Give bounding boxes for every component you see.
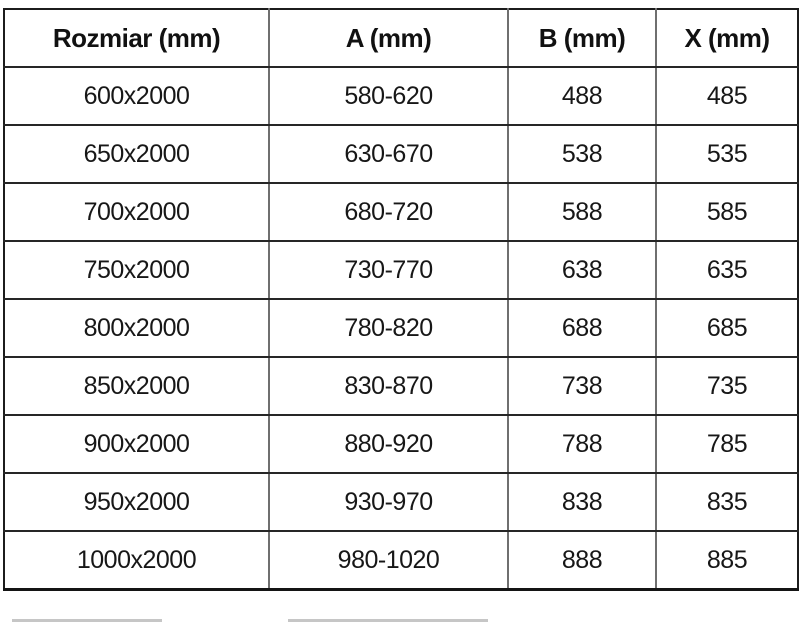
cropped-bottom-artifact: [288, 619, 488, 622]
cell-b-value: 888: [507, 530, 657, 591]
table-row: 600x2000 580-620 488 485: [3, 66, 799, 126]
cell-size: 750x2000: [3, 240, 270, 300]
table-row: 750x2000 730-770 638 635: [3, 240, 799, 300]
column-header-a: A (mm): [268, 8, 509, 68]
table-row: 800x2000 780-820 688 685: [3, 298, 799, 358]
table-row: 650x2000 630-670 538 535: [3, 124, 799, 184]
cell-a-range: 580-620: [268, 66, 509, 126]
cell-a-range: 930-970: [268, 472, 509, 532]
table-row: 700x2000 680-720 588 585: [3, 182, 799, 242]
cell-size: 850x2000: [3, 356, 270, 416]
column-header-x: X (mm): [655, 8, 799, 68]
cell-b-value: 788: [507, 414, 657, 474]
table-row: 950x2000 930-970 838 835: [3, 472, 799, 532]
cell-a-range: 680-720: [268, 182, 509, 242]
cell-size: 600x2000: [3, 66, 270, 126]
cell-x-value: 835: [655, 472, 799, 532]
cell-a-range: 830-870: [268, 356, 509, 416]
size-table: Rozmiar (mm) A (mm) B (mm) X (mm) 600x20…: [3, 8, 799, 591]
cropped-bottom-artifact: [12, 619, 162, 622]
cell-size: 950x2000: [3, 472, 270, 532]
cell-a-range: 980-1020: [268, 530, 509, 591]
cell-b-value: 488: [507, 66, 657, 126]
column-header-b: B (mm): [507, 8, 657, 68]
table-row: 900x2000 880-920 788 785: [3, 414, 799, 474]
cell-x-value: 585: [655, 182, 799, 242]
cell-size: 1000x2000: [3, 530, 270, 591]
cell-size: 650x2000: [3, 124, 270, 184]
cell-size: 900x2000: [3, 414, 270, 474]
cell-size: 800x2000: [3, 298, 270, 358]
cell-a-range: 730-770: [268, 240, 509, 300]
cell-b-value: 588: [507, 182, 657, 242]
cell-b-value: 538: [507, 124, 657, 184]
cell-x-value: 635: [655, 240, 799, 300]
table-row: 1000x2000 980-1020 888 885: [3, 530, 799, 591]
cell-x-value: 735: [655, 356, 799, 416]
cell-size: 700x2000: [3, 182, 270, 242]
cell-x-value: 685: [655, 298, 799, 358]
cell-x-value: 535: [655, 124, 799, 184]
header-row: Rozmiar (mm) A (mm) B (mm) X (mm): [3, 8, 799, 68]
table-row: 850x2000 830-870 738 735: [3, 356, 799, 416]
cell-x-value: 485: [655, 66, 799, 126]
cell-b-value: 638: [507, 240, 657, 300]
cell-b-value: 838: [507, 472, 657, 532]
column-header-rozmiar: Rozmiar (mm): [3, 8, 270, 68]
cell-a-range: 780-820: [268, 298, 509, 358]
cell-a-range: 880-920: [268, 414, 509, 474]
cell-b-value: 738: [507, 356, 657, 416]
cell-a-range: 630-670: [268, 124, 509, 184]
cell-b-value: 688: [507, 298, 657, 358]
cell-x-value: 885: [655, 530, 799, 591]
cell-x-value: 785: [655, 414, 799, 474]
